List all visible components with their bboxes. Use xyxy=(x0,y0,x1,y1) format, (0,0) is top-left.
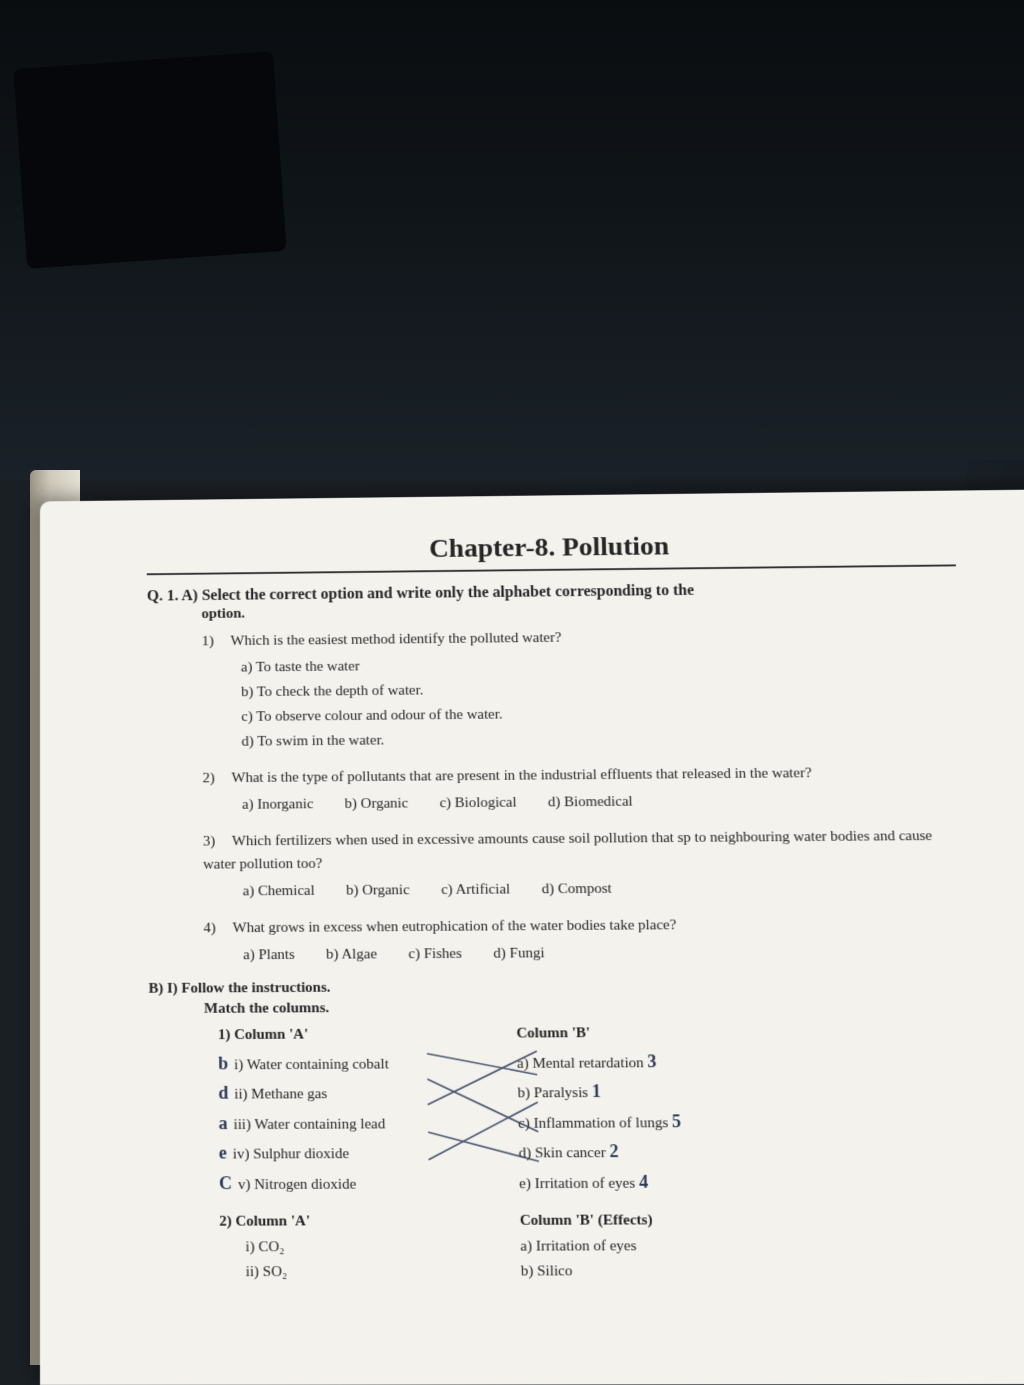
hw-answer-a: a xyxy=(219,1108,228,1138)
textbook-page: Chapter-8. Pollution Q. 1. A) Select the… xyxy=(40,490,1024,1385)
set1-b-c: c) Inflammation of lungs xyxy=(518,1115,668,1131)
set1-row-3: a iii) Water containing lead c) Inflammat… xyxy=(219,1105,977,1138)
q2-text: What is the type of pollutants that are … xyxy=(231,766,811,786)
q4-text: What grows in excess when eutrophication… xyxy=(233,918,677,936)
set1-row-1: b i) Water containing cobalt a) Mental re… xyxy=(218,1044,974,1078)
q2-opt-c: c) Biological xyxy=(439,791,516,815)
set1-colA-head: 1) Column 'A' xyxy=(218,1022,517,1048)
q2-opt-d: d) Biomedical xyxy=(548,790,633,814)
q1-number: 1) xyxy=(202,630,228,653)
q1-opt-d: d) To swim in the water. xyxy=(241,724,962,753)
q4-options: a) Plants b) Algae c) Fishes d) Fungi xyxy=(243,939,970,967)
set2-row-2: ii) SO₂ b) Silico xyxy=(220,1259,982,1286)
match-set-2: 2) Column 'A' Column 'B' (Effects) i) CO… xyxy=(219,1208,981,1286)
set2-colA-head: 2) Column 'A' xyxy=(219,1209,520,1235)
q2-number: 2) xyxy=(202,767,228,790)
set1-a-ii: ii) Methane gas xyxy=(234,1087,327,1103)
q4-opt-a: a) Plants xyxy=(243,943,295,967)
question-3: 3) Which fertilizers when used in excess… xyxy=(203,824,968,903)
q2-opt-b: b) Organic xyxy=(345,792,409,816)
question-2: 2) What is the type of pollutants that a… xyxy=(202,761,964,817)
hw-answer-d: d xyxy=(218,1078,228,1108)
set2-b-b: b) Silico xyxy=(521,1264,573,1280)
q3-opt-a: a) Chemical xyxy=(243,879,315,903)
q3-options: a) Chemical b) Organic c) Artificial d) … xyxy=(243,875,968,903)
match-columns-heading: Match the columns. xyxy=(204,997,972,1018)
set1-a-iii: iii) Water containing lead xyxy=(233,1116,385,1132)
set1-a-v: v) Nitrogen dioxide xyxy=(238,1177,356,1193)
set2-a-i: i) CO₂ xyxy=(245,1239,284,1255)
question-4: 4) What grows in excess when eutrophicat… xyxy=(203,912,970,967)
q2-opt-a: a) Inorganic xyxy=(242,793,314,817)
q3-opt-b: b) Organic xyxy=(346,879,410,903)
q2-options: a) Inorganic b) Organic c) Biological d)… xyxy=(242,788,965,817)
set1-row-2: d ii) Methane gas b) Paralysis 1 xyxy=(218,1075,975,1109)
q1-options: a) To taste the water b) To check the de… xyxy=(241,649,962,753)
set1-b-e: e) Irritation of eyes xyxy=(519,1176,635,1192)
q4-opt-c: c) Fishes xyxy=(408,942,462,966)
hw-2: 2 xyxy=(609,1137,619,1167)
chapter-title: Chapter-8. Pollution xyxy=(147,528,956,567)
dark-object-corner xyxy=(13,51,286,269)
set1-b-a: a) Mental retardation xyxy=(517,1055,644,1071)
q4-opt-d: d) Fungi xyxy=(493,942,544,966)
set1-b-b: b) Paralysis xyxy=(517,1085,588,1101)
set1-a-i: i) Water containing cobalt xyxy=(234,1056,389,1072)
q1-text: Which is the easiest method identify the… xyxy=(230,630,561,649)
section-b-heading: B) I) Follow the instructions. xyxy=(148,976,971,997)
match-set-1: 1) Column 'A' Column 'B' b i) Water conta… xyxy=(218,1019,978,1198)
set1-colB-head: Column 'B' xyxy=(516,1019,973,1046)
set2-a-ii: ii) SO₂ xyxy=(246,1265,288,1281)
q4-number: 4) xyxy=(203,917,229,940)
set2-colB-head: Column 'B' (Effects) xyxy=(520,1208,980,1235)
q3-opt-d: d) Compost xyxy=(541,877,612,901)
set1-row-5: Cv) Nitrogen dioxide e) Irritation of ey… xyxy=(219,1166,978,1199)
question-1: 1) Which is the easiest method identify … xyxy=(202,622,963,753)
hw-3: 3 xyxy=(647,1046,657,1076)
q4-opt-b: b) Algae xyxy=(326,943,377,967)
section-b: B) I) Follow the instructions. Match the… xyxy=(148,976,981,1286)
hw-answer-c: C xyxy=(219,1168,232,1198)
hw-4: 4 xyxy=(639,1167,649,1197)
q3-opt-c: c) Artificial xyxy=(441,878,510,902)
set1-a-iv: iv) Sulphur dioxide xyxy=(233,1147,350,1163)
set2-row-1: i) CO₂ a) Irritation of eyes xyxy=(219,1233,980,1260)
hw-answer-b: b xyxy=(218,1048,228,1078)
q3-text: Which fertilizers when used in excessive… xyxy=(203,828,932,872)
set2-b-a: a) Irritation of eyes xyxy=(520,1238,637,1254)
q3-number: 3) xyxy=(203,830,229,853)
hw-5: 5 xyxy=(672,1106,682,1136)
hw-1: 1 xyxy=(592,1076,602,1106)
hw-answer-e: e xyxy=(219,1138,227,1168)
set1-b-d: d) Skin cancer xyxy=(518,1146,605,1162)
set1-row-4: e iv) Sulphur dioxide d) Skin cancer 2 xyxy=(219,1135,977,1168)
